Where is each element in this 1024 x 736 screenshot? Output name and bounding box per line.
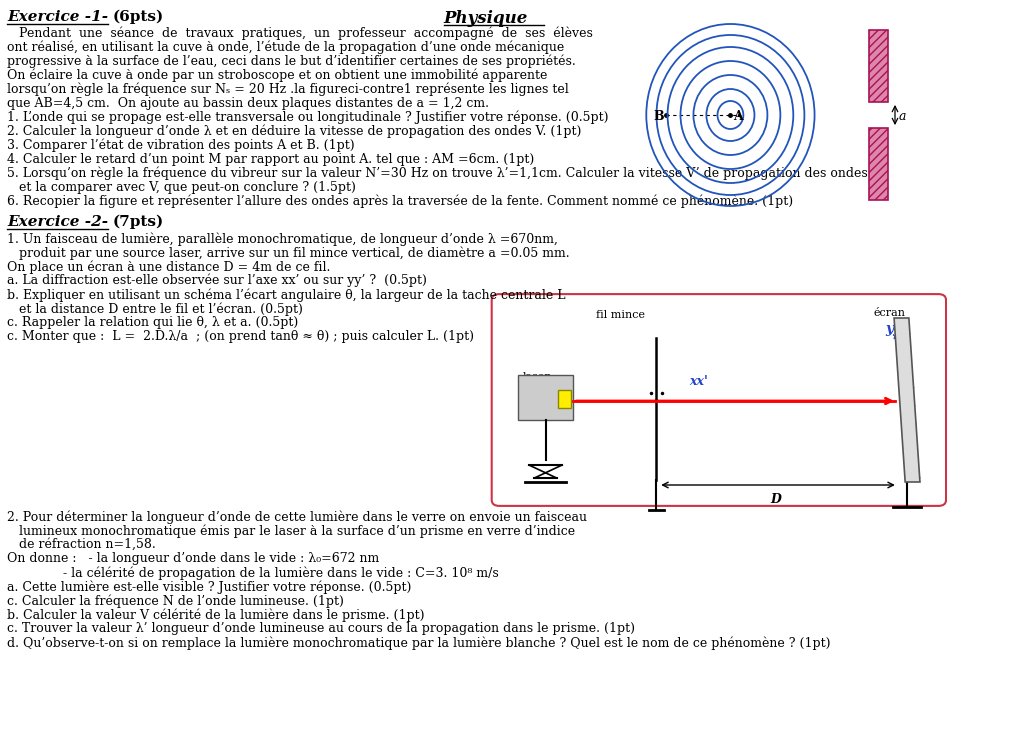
Text: On place un écran à une distance D = 4m de ce fil.: On place un écran à une distance D = 4m … (7, 260, 331, 274)
Text: - la célérité de propagation de la lumière dans le vide : C=3. 10⁸ m/s: - la célérité de propagation de la lumiè… (7, 566, 499, 579)
Text: Physique: Physique (443, 10, 528, 27)
Text: yy': yy' (885, 322, 905, 336)
Text: 3. Comparer l’état de vibration des points A et B. (1pt): 3. Comparer l’état de vibration des poin… (7, 139, 355, 152)
Text: b. Expliquer en utilisant un schéma l’écart angulaire θ, la largeur de la tache : b. Expliquer en utilisant un schéma l’éc… (7, 288, 566, 302)
Text: On éclaire la cuve à onde par un stroboscope et on obtient une immobilité appare: On éclaire la cuve à onde par un strobos… (7, 69, 548, 82)
Text: Exercice -1-: Exercice -1- (7, 10, 109, 24)
Text: xx': xx' (689, 375, 708, 388)
Text: de réfraction n=1,58.: de réfraction n=1,58. (7, 538, 156, 551)
Bar (869, 30, 888, 102)
Text: (7pts): (7pts) (113, 215, 164, 230)
Text: (6pts): (6pts) (113, 10, 164, 24)
Text: c. Calculer la fréquence N de l’onde lumineuse. (1pt): c. Calculer la fréquence N de l’onde lum… (7, 594, 344, 607)
Text: 2. Calculer la longueur d’onde λ et en déduire la vitesse de propagation des ond: 2. Calculer la longueur d’onde λ et en d… (7, 125, 582, 138)
Text: D: D (770, 493, 781, 506)
Text: 1. L’onde qui se propage est-elle transversale ou longitudinale ? Justifier votr: 1. L’onde qui se propage est-elle transv… (7, 111, 609, 124)
FancyBboxPatch shape (492, 294, 946, 506)
Text: 2. Pour déterminer la longueur d’onde de cette lumière dans le verre on envoie u: 2. Pour déterminer la longueur d’onde de… (7, 510, 588, 523)
Bar (558, 390, 571, 408)
Text: lorsqu’on règle la fréquence sur Nₛ = 20 Hz .la figureci-contre1 représente les : lorsqu’on règle la fréquence sur Nₛ = 20… (7, 83, 569, 96)
Text: ont réalisé, en utilisant la cuve à onde, l’étude de la propagation d’une onde m: ont réalisé, en utilisant la cuve à onde… (7, 41, 564, 54)
Polygon shape (894, 318, 920, 482)
Text: c. Monter que :  L =  2.D.λ/a  ; (on prend tanθ ≈ θ) ; puis calculer L. (1pt): c. Monter que : L = 2.D.λ/a ; (on prend … (7, 330, 474, 343)
Text: et la comparer avec V, que peut-on conclure ? (1.5pt): et la comparer avec V, que peut-on concl… (7, 181, 356, 194)
Text: écran: écran (873, 308, 906, 318)
Text: fil mince: fil mince (596, 310, 645, 320)
Text: et la distance D entre le fil et l’écran. (0.5pt): et la distance D entre le fil et l’écran… (7, 302, 303, 316)
Text: B: B (653, 110, 665, 123)
Text: Exercice -2-: Exercice -2- (7, 215, 109, 229)
Text: 5. Lorsqu’on règle la fréquence du vibreur sur la valeur N’=30 Hz on trouve λ’=1: 5. Lorsqu’on règle la fréquence du vibre… (7, 167, 872, 180)
Bar (869, 30, 888, 102)
Bar (869, 128, 888, 200)
Bar (869, 128, 888, 200)
Text: d. Qu’observe-t-on si on remplace la lumière monochromatique par la lumière blan: d. Qu’observe-t-on si on remplace la lum… (7, 636, 830, 649)
Text: 4. Calculer le retard d’un point M par rapport au point A. tel que : AM =6cm. (1: 4. Calculer le retard d’un point M par r… (7, 153, 535, 166)
Text: Pendant  une  séance  de  travaux  pratiques,  un  professeur  accompagné  de  s: Pendant une séance de travaux pratiques,… (7, 27, 593, 40)
Text: c. Trouver la valeur λ’ longueur d’onde lumineuse au cours de la propagation dan: c. Trouver la valeur λ’ longueur d’onde … (7, 622, 636, 635)
Text: b. Calculer la valeur V célérité de la lumière dans le prisme. (1pt): b. Calculer la valeur V célérité de la l… (7, 608, 425, 621)
Text: 1. Un faisceau de lumière, parallèle monochromatique, de longueur d’onde λ =670n: 1. Un faisceau de lumière, parallèle mon… (7, 232, 558, 246)
Bar (518, 375, 573, 420)
Text: a. La diffraction est-elle observée sur l’axe xx’ ou sur yy’ ?  (0.5pt): a. La diffraction est-elle observée sur … (7, 274, 427, 288)
Text: On donne :   - la longueur d’onde dans le vide : λ₀=672 nm: On donne : - la longueur d’onde dans le … (7, 552, 380, 565)
Text: A: A (733, 110, 743, 123)
Text: 6. Recopier la figure et représenter l’allure des ondes après la traversée de la: 6. Recopier la figure et représenter l’a… (7, 195, 794, 208)
Text: laser: laser (522, 372, 550, 382)
Text: lumineux monochromatique émis par le laser à la surface d’un prisme en verre d’i: lumineux monochromatique émis par le las… (7, 524, 575, 537)
Text: a: a (899, 110, 906, 123)
Text: produit par une source laser, arrive sur un fil mince vertical, de diamètre a =0: produit par une source laser, arrive sur… (7, 246, 570, 260)
Text: a. Cette lumière est-elle visible ? Justifier votre réponse. (0.5pt): a. Cette lumière est-elle visible ? Just… (7, 580, 412, 593)
Text: que AB=4,5 cm.  On ajoute au bassin deux plaques distantes de a = 1,2 cm.: que AB=4,5 cm. On ajoute au bassin deux … (7, 97, 489, 110)
Text: progressive à la surface de l’eau, ceci dans le but d’identifier certaines de se: progressive à la surface de l’eau, ceci … (7, 55, 577, 68)
Text: c. Rappeler la relation qui lie θ, λ et a. (0.5pt): c. Rappeler la relation qui lie θ, λ et … (7, 316, 299, 329)
